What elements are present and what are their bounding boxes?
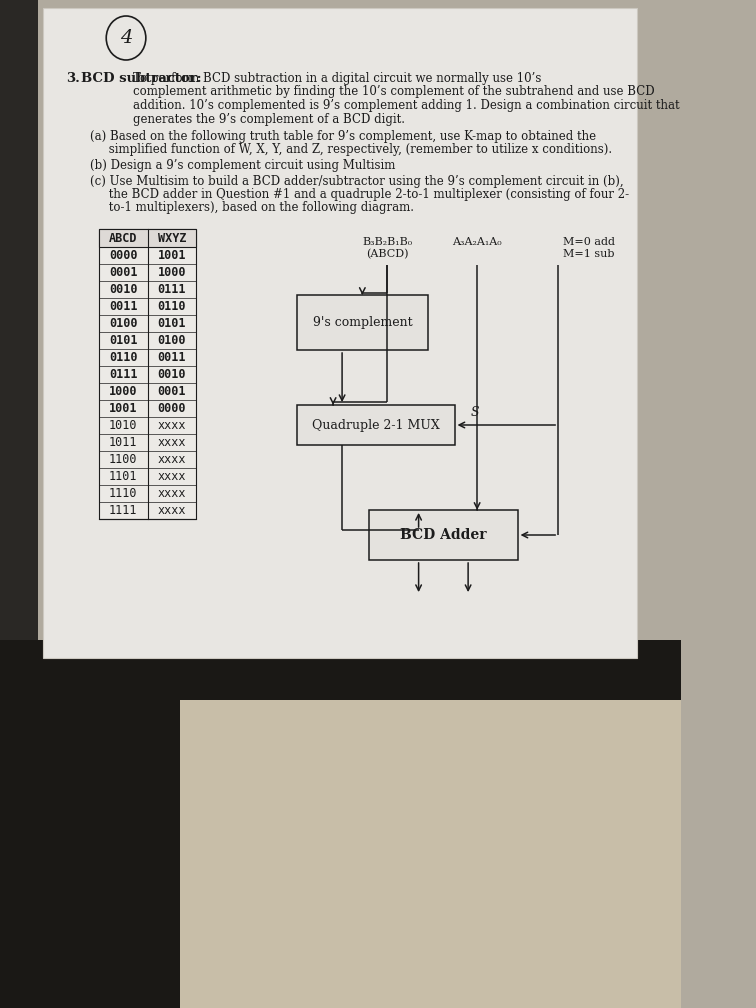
Text: xxxx: xxxx xyxy=(158,436,186,449)
Bar xyxy=(180,700,680,1008)
Text: 0100: 0100 xyxy=(109,317,138,330)
Text: the BCD adder in Question #1 and a quadruple 2-to-1 multiplexer (consisting of f: the BCD adder in Question #1 and a quadr… xyxy=(90,188,629,201)
Text: WXYZ: WXYZ xyxy=(158,232,186,245)
Bar xyxy=(369,510,518,560)
Text: (b) Design a 9’s complement circuit using Multisim: (b) Design a 9’s complement circuit usin… xyxy=(90,159,395,172)
Text: 0000: 0000 xyxy=(158,402,186,415)
Text: Quadruple 2-1 MUX: Quadruple 2-1 MUX xyxy=(312,418,440,431)
Bar xyxy=(99,229,197,519)
Text: 0110: 0110 xyxy=(158,300,186,313)
Text: 0111: 0111 xyxy=(109,368,138,381)
Text: (c) Use Multisim to build a BCD adder/subtractor using the 9’s complement circui: (c) Use Multisim to build a BCD adder/su… xyxy=(90,174,624,187)
Text: 4: 4 xyxy=(120,29,132,47)
Text: xxxx: xxxx xyxy=(158,453,186,466)
Text: 1001: 1001 xyxy=(158,249,186,262)
Text: complement arithmetic by finding the 10’s complement of the subtrahend and use B: complement arithmetic by finding the 10’… xyxy=(133,86,655,99)
Text: xxxx: xxxx xyxy=(158,487,186,500)
Text: 0101: 0101 xyxy=(109,334,138,347)
Bar xyxy=(99,229,197,247)
Text: addition. 10’s complemented is 9’s complement adding 1. Design a combination cir: addition. 10’s complemented is 9’s compl… xyxy=(133,99,680,112)
Text: xxxx: xxxx xyxy=(158,504,186,517)
Text: (ABCD): (ABCD) xyxy=(366,249,408,259)
Text: 0101: 0101 xyxy=(158,317,186,330)
Text: 0100: 0100 xyxy=(158,334,186,347)
Text: 0111: 0111 xyxy=(158,283,186,296)
Text: xxxx: xxxx xyxy=(158,419,186,432)
Text: 0001: 0001 xyxy=(109,266,138,279)
Text: 9's complement: 9's complement xyxy=(312,316,412,329)
Text: 1111: 1111 xyxy=(109,504,138,517)
Text: BCD Adder: BCD Adder xyxy=(400,528,487,542)
Text: (a) Based on the following truth table for 9’s complement, use K-map to obtained: (a) Based on the following truth table f… xyxy=(90,130,596,143)
Text: 1110: 1110 xyxy=(109,487,138,500)
Text: M=1 sub: M=1 sub xyxy=(562,249,614,259)
Text: 0010: 0010 xyxy=(109,283,138,296)
Bar xyxy=(0,0,38,1008)
Text: ABCD: ABCD xyxy=(109,232,138,245)
Bar xyxy=(43,8,637,658)
Text: 1101: 1101 xyxy=(109,470,138,483)
Text: xxxx: xxxx xyxy=(158,470,186,483)
Text: M=0 add: M=0 add xyxy=(562,237,615,247)
Text: 0011: 0011 xyxy=(158,351,186,364)
Text: 1011: 1011 xyxy=(109,436,138,449)
Text: 3.: 3. xyxy=(67,72,80,85)
Bar xyxy=(297,405,454,445)
Bar xyxy=(297,295,428,350)
Bar xyxy=(0,640,680,1008)
Text: BCD subtractor:: BCD subtractor: xyxy=(81,72,202,85)
Text: 1000: 1000 xyxy=(158,266,186,279)
Text: S: S xyxy=(471,406,479,419)
Text: B₃B₂B₁B₀: B₃B₂B₁B₀ xyxy=(362,237,412,247)
Text: to-1 multiplexers), based on the following diagram.: to-1 multiplexers), based on the followi… xyxy=(90,202,414,215)
Text: 1001: 1001 xyxy=(109,402,138,415)
Text: 0110: 0110 xyxy=(109,351,138,364)
Text: 1010: 1010 xyxy=(109,419,138,432)
Text: generates the 9’s complement of a BCD digit.: generates the 9’s complement of a BCD di… xyxy=(133,113,405,126)
Text: 1000: 1000 xyxy=(109,385,138,398)
Text: simplified function of W, X, Y, and Z, respectively, (remember to utilize x cond: simplified function of W, X, Y, and Z, r… xyxy=(90,143,612,156)
Text: 0011: 0011 xyxy=(109,300,138,313)
Text: To perform BCD subtraction in a digital circuit we normally use 10’s: To perform BCD subtraction in a digital … xyxy=(133,72,541,85)
Text: A₃A₂A₁A₀: A₃A₂A₁A₀ xyxy=(452,237,502,247)
Text: 0010: 0010 xyxy=(158,368,186,381)
Text: 0001: 0001 xyxy=(158,385,186,398)
Text: 1100: 1100 xyxy=(109,453,138,466)
Text: 0000: 0000 xyxy=(109,249,138,262)
